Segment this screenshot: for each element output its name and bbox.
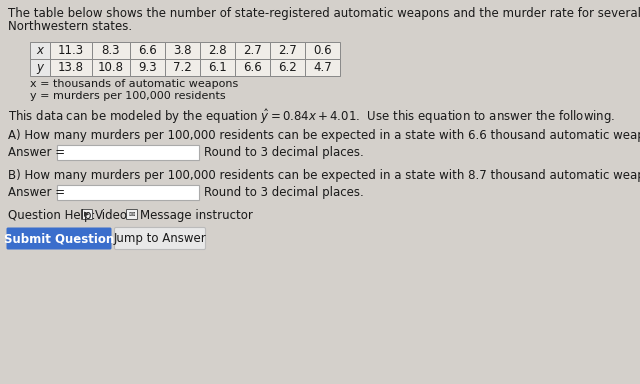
Text: 6.6: 6.6	[138, 44, 157, 57]
Text: Message instructor: Message instructor	[140, 209, 253, 222]
Text: 8.3: 8.3	[102, 44, 120, 57]
Bar	[305, 42, 340, 59]
Text: 2.7: 2.7	[243, 44, 262, 57]
Text: y: y	[36, 61, 44, 74]
Text: Submit Question: Submit Question	[4, 232, 114, 245]
Text: Answer =: Answer =	[8, 186, 65, 199]
Bar	[305, 59, 340, 76]
Bar	[165, 59, 200, 76]
Text: 6.1: 6.1	[208, 61, 227, 74]
Bar	[92, 59, 130, 76]
FancyBboxPatch shape	[115, 227, 205, 250]
Text: Northwestern states.: Northwestern states.	[8, 20, 132, 33]
Text: 6.6: 6.6	[243, 61, 262, 74]
Bar	[130, 42, 165, 59]
Bar	[165, 42, 200, 59]
Bar	[50, 59, 92, 76]
Text: B) How many murders per 100,000 residents can be expected in a state with 8.7 th: B) How many murders per 100,000 resident…	[8, 169, 640, 182]
Bar	[200, 59, 235, 76]
Text: Video: Video	[95, 209, 128, 222]
Bar	[200, 42, 235, 59]
Bar	[30, 59, 50, 76]
Text: x: x	[36, 44, 44, 57]
Text: x = thousands of automatic weapons: x = thousands of automatic weapons	[30, 79, 238, 89]
Bar	[130, 59, 165, 76]
Text: 11.3: 11.3	[58, 44, 84, 57]
Bar	[235, 59, 270, 76]
Text: 3.8: 3.8	[173, 44, 192, 57]
Bar	[270, 42, 305, 59]
Text: This data can be modeled by the equation $\hat{y} = 0.84x + 4.01$.  Use this equ: This data can be modeled by the equation…	[8, 107, 615, 126]
Text: Answer =: Answer =	[8, 146, 65, 159]
Text: 9.3: 9.3	[138, 61, 157, 74]
Text: 4.7: 4.7	[313, 61, 332, 74]
Bar	[50, 42, 92, 59]
Text: 7.2: 7.2	[173, 61, 192, 74]
Text: 10.8: 10.8	[98, 61, 124, 74]
Text: ▶: ▶	[84, 212, 90, 217]
Text: 6.2: 6.2	[278, 61, 297, 74]
Text: Jump to Answer: Jump to Answer	[114, 232, 206, 245]
Bar	[57, 185, 199, 200]
Bar	[270, 59, 305, 76]
Text: 2.8: 2.8	[208, 44, 227, 57]
Bar	[92, 42, 130, 59]
Text: The table below shows the number of state-registered automatic weapons and the m: The table below shows the number of stat…	[8, 7, 640, 20]
Text: 13.8: 13.8	[58, 61, 84, 74]
FancyBboxPatch shape	[127, 210, 138, 220]
FancyBboxPatch shape	[6, 227, 111, 250]
Bar	[57, 145, 199, 160]
Bar	[235, 42, 270, 59]
FancyBboxPatch shape	[81, 210, 93, 220]
Text: 2.7: 2.7	[278, 44, 297, 57]
Text: Question Help:: Question Help:	[8, 209, 95, 222]
Text: Round to 3 decimal places.: Round to 3 decimal places.	[204, 186, 364, 199]
Bar	[30, 42, 50, 59]
Text: A) How many murders per 100,000 residents can be expected in a state with 6.6 th: A) How many murders per 100,000 resident…	[8, 129, 640, 142]
Text: ✉: ✉	[129, 210, 135, 219]
Text: 0.6: 0.6	[313, 44, 332, 57]
Text: Round to 3 decimal places.: Round to 3 decimal places.	[204, 146, 364, 159]
Text: y = murders per 100,000 residents: y = murders per 100,000 residents	[30, 91, 226, 101]
